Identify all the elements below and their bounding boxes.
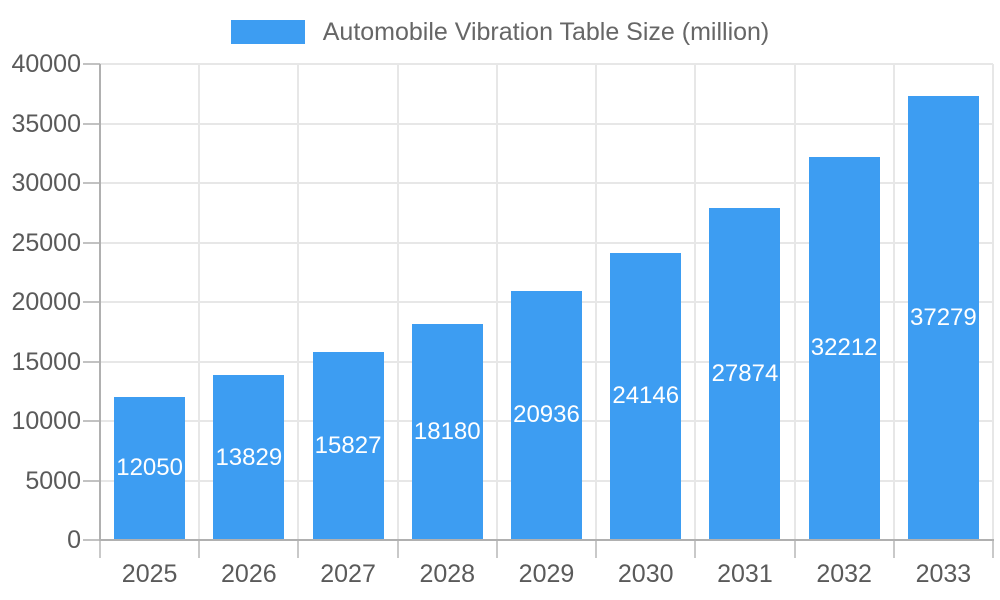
y-axis-tick xyxy=(83,182,100,184)
bar-2025 xyxy=(114,396,186,540)
bar-value-label: 18180 xyxy=(413,417,481,445)
y-axis-label: 35000 xyxy=(11,109,81,138)
y-gridline xyxy=(100,63,993,65)
y-axis-tick xyxy=(83,539,100,541)
y-axis-tick xyxy=(83,241,100,244)
x-axis-label: 2033 xyxy=(915,560,972,588)
x-gridline xyxy=(396,64,399,540)
y-axis-label: 5000 xyxy=(25,466,81,495)
bar-2028 xyxy=(411,323,483,540)
legend-label: Automobile Vibration Table Size (million… xyxy=(322,18,770,46)
bar-value-label: 37279 xyxy=(910,304,977,332)
x-axis-label: 2027 xyxy=(320,560,376,588)
x-gridline xyxy=(694,64,697,540)
bar-2029 xyxy=(511,290,582,540)
x-gridline xyxy=(495,64,498,540)
x-axis-label: 2031 xyxy=(717,560,773,588)
y-axis-label: 40000 xyxy=(11,50,81,78)
bar-2031 xyxy=(709,208,781,540)
x-axis-line xyxy=(99,539,994,541)
x-axis-label: 2029 xyxy=(518,560,575,588)
plot-area: 0 5000 10000 15000 20000 25000 30000 35000 40000… xyxy=(11,50,994,588)
x-axis-tick xyxy=(396,541,399,558)
x-gridline xyxy=(892,64,895,540)
x-axis-tick xyxy=(793,541,796,558)
x-axis-tick xyxy=(297,541,300,558)
x-axis-tick xyxy=(892,541,895,558)
x-gridline xyxy=(992,64,994,540)
bar-2033 xyxy=(907,96,979,540)
bar-value-label: 20936 xyxy=(513,401,580,429)
y-axis-tick xyxy=(83,479,100,482)
bar-value-label: 27874 xyxy=(711,360,779,388)
x-gridline xyxy=(297,64,300,540)
x-axis-tick xyxy=(595,541,598,558)
chart-legend: Automobile Vibration Table Size (million… xyxy=(0,19,1000,45)
bar-value-label: 12050 xyxy=(116,454,183,482)
y-axis-tick xyxy=(83,301,100,303)
x-axis-tick xyxy=(99,541,101,558)
y-gridline xyxy=(100,182,993,184)
legend-swatch xyxy=(230,20,305,44)
x-gridline xyxy=(595,64,598,540)
y-axis-tick xyxy=(83,360,100,363)
y-axis-label: 15000 xyxy=(11,347,81,376)
x-axis-tick xyxy=(198,541,201,558)
x-axis-label: 2032 xyxy=(816,560,872,588)
x-axis-tick xyxy=(495,541,498,558)
y-axis-label: 30000 xyxy=(11,169,81,197)
bar-value-label: 24146 xyxy=(612,382,680,410)
y-axis-tick xyxy=(83,63,100,65)
y-axis-tick xyxy=(83,420,100,422)
x-axis-label: 2030 xyxy=(617,560,674,588)
y-axis-label: 10000 xyxy=(11,407,81,435)
x-gridline xyxy=(793,64,796,540)
y-axis-line xyxy=(99,64,101,541)
bar-2026 xyxy=(213,375,285,540)
bar-2027 xyxy=(312,351,384,540)
bar-value-label: 13829 xyxy=(215,443,283,471)
bar-2030 xyxy=(610,252,682,540)
bar-value-label: 32212 xyxy=(810,334,878,362)
x-axis-label: 2028 xyxy=(419,560,476,588)
y-axis-tick xyxy=(83,122,100,125)
x-axis-tick xyxy=(694,541,697,558)
bar-2032 xyxy=(808,156,880,540)
y-axis-label: 25000 xyxy=(11,228,81,257)
x-axis-label: 2026 xyxy=(221,560,277,588)
x-axis-label: 2025 xyxy=(121,560,178,588)
y-gridline xyxy=(100,122,993,125)
x-gridline xyxy=(198,64,201,540)
y-gridline xyxy=(100,241,993,244)
bar-value-label: 15827 xyxy=(314,431,382,459)
y-axis-label: 0 xyxy=(67,526,81,554)
y-axis-label: 20000 xyxy=(11,288,81,316)
x-axis-tick xyxy=(992,541,994,558)
